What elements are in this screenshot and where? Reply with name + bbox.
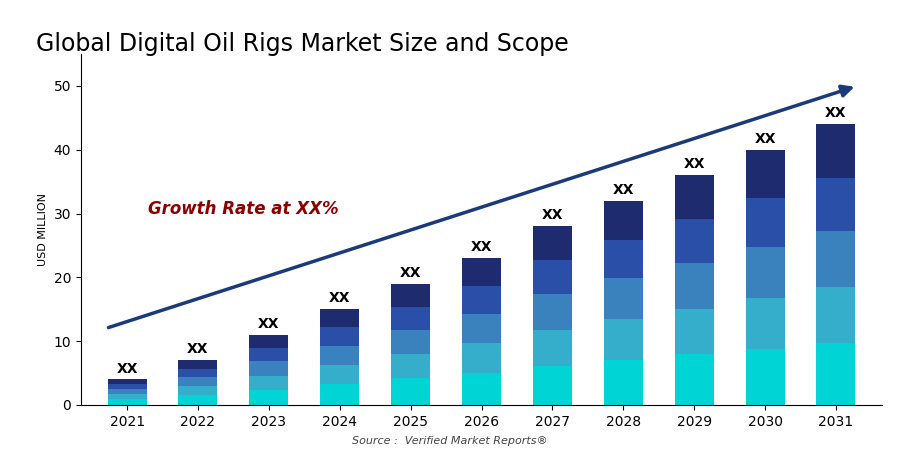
Bar bbox=[320, 384, 359, 405]
Bar bbox=[392, 330, 430, 354]
Bar bbox=[533, 330, 572, 366]
Bar bbox=[675, 309, 714, 355]
Bar bbox=[178, 360, 218, 369]
Bar bbox=[249, 335, 288, 348]
Bar bbox=[816, 124, 855, 178]
Bar bbox=[108, 384, 147, 389]
Bar bbox=[745, 150, 785, 198]
Bar bbox=[604, 360, 643, 405]
Bar bbox=[533, 294, 572, 330]
Text: XX: XX bbox=[116, 362, 138, 376]
Bar bbox=[462, 286, 501, 314]
Bar bbox=[320, 309, 359, 328]
Bar bbox=[462, 258, 501, 286]
Bar bbox=[392, 307, 430, 330]
Bar bbox=[675, 175, 714, 219]
Text: Global Digital Oil Rigs Market Size and Scope: Global Digital Oil Rigs Market Size and … bbox=[36, 32, 569, 55]
Bar bbox=[533, 260, 572, 294]
Bar bbox=[320, 346, 359, 365]
Bar bbox=[816, 178, 855, 231]
Bar bbox=[745, 198, 785, 247]
Bar bbox=[178, 377, 218, 386]
Y-axis label: USD MILLION: USD MILLION bbox=[38, 193, 48, 266]
Text: XX: XX bbox=[400, 266, 421, 280]
Text: XX: XX bbox=[542, 208, 563, 222]
Bar bbox=[604, 279, 643, 319]
Bar bbox=[249, 390, 288, 405]
Bar bbox=[462, 373, 501, 405]
Bar bbox=[249, 348, 288, 361]
Bar bbox=[675, 219, 714, 262]
Bar bbox=[816, 287, 855, 343]
Bar bbox=[745, 349, 785, 405]
Bar bbox=[745, 298, 785, 349]
Bar bbox=[604, 319, 643, 360]
Text: XX: XX bbox=[471, 240, 492, 254]
Bar bbox=[392, 284, 430, 307]
Text: Source :  Verified Market Reports®: Source : Verified Market Reports® bbox=[352, 436, 548, 446]
Text: XX: XX bbox=[825, 106, 847, 120]
Text: XX: XX bbox=[329, 292, 350, 306]
Bar bbox=[675, 355, 714, 405]
Bar bbox=[604, 201, 643, 239]
Bar bbox=[462, 314, 501, 343]
Text: XX: XX bbox=[258, 317, 280, 331]
Bar bbox=[108, 379, 147, 384]
Bar bbox=[320, 365, 359, 384]
Text: XX: XX bbox=[187, 342, 209, 356]
Text: XX: XX bbox=[683, 158, 705, 171]
Bar bbox=[178, 369, 218, 377]
Bar bbox=[675, 262, 714, 309]
Bar bbox=[462, 343, 501, 373]
Bar bbox=[108, 394, 147, 400]
Bar bbox=[392, 378, 430, 405]
Bar bbox=[320, 328, 359, 346]
Bar bbox=[108, 400, 147, 405]
Text: Growth Rate at XX%: Growth Rate at XX% bbox=[148, 199, 339, 217]
Bar bbox=[178, 395, 218, 405]
Bar bbox=[745, 247, 785, 298]
Bar bbox=[604, 239, 643, 279]
Bar bbox=[108, 389, 147, 394]
Bar bbox=[816, 231, 855, 287]
Bar bbox=[533, 226, 572, 260]
Bar bbox=[816, 343, 855, 405]
Bar bbox=[392, 354, 430, 378]
Bar bbox=[249, 375, 288, 390]
Text: XX: XX bbox=[613, 183, 634, 197]
Text: XX: XX bbox=[754, 132, 776, 146]
Bar bbox=[178, 386, 218, 395]
Bar bbox=[533, 366, 572, 405]
Bar bbox=[249, 361, 288, 375]
